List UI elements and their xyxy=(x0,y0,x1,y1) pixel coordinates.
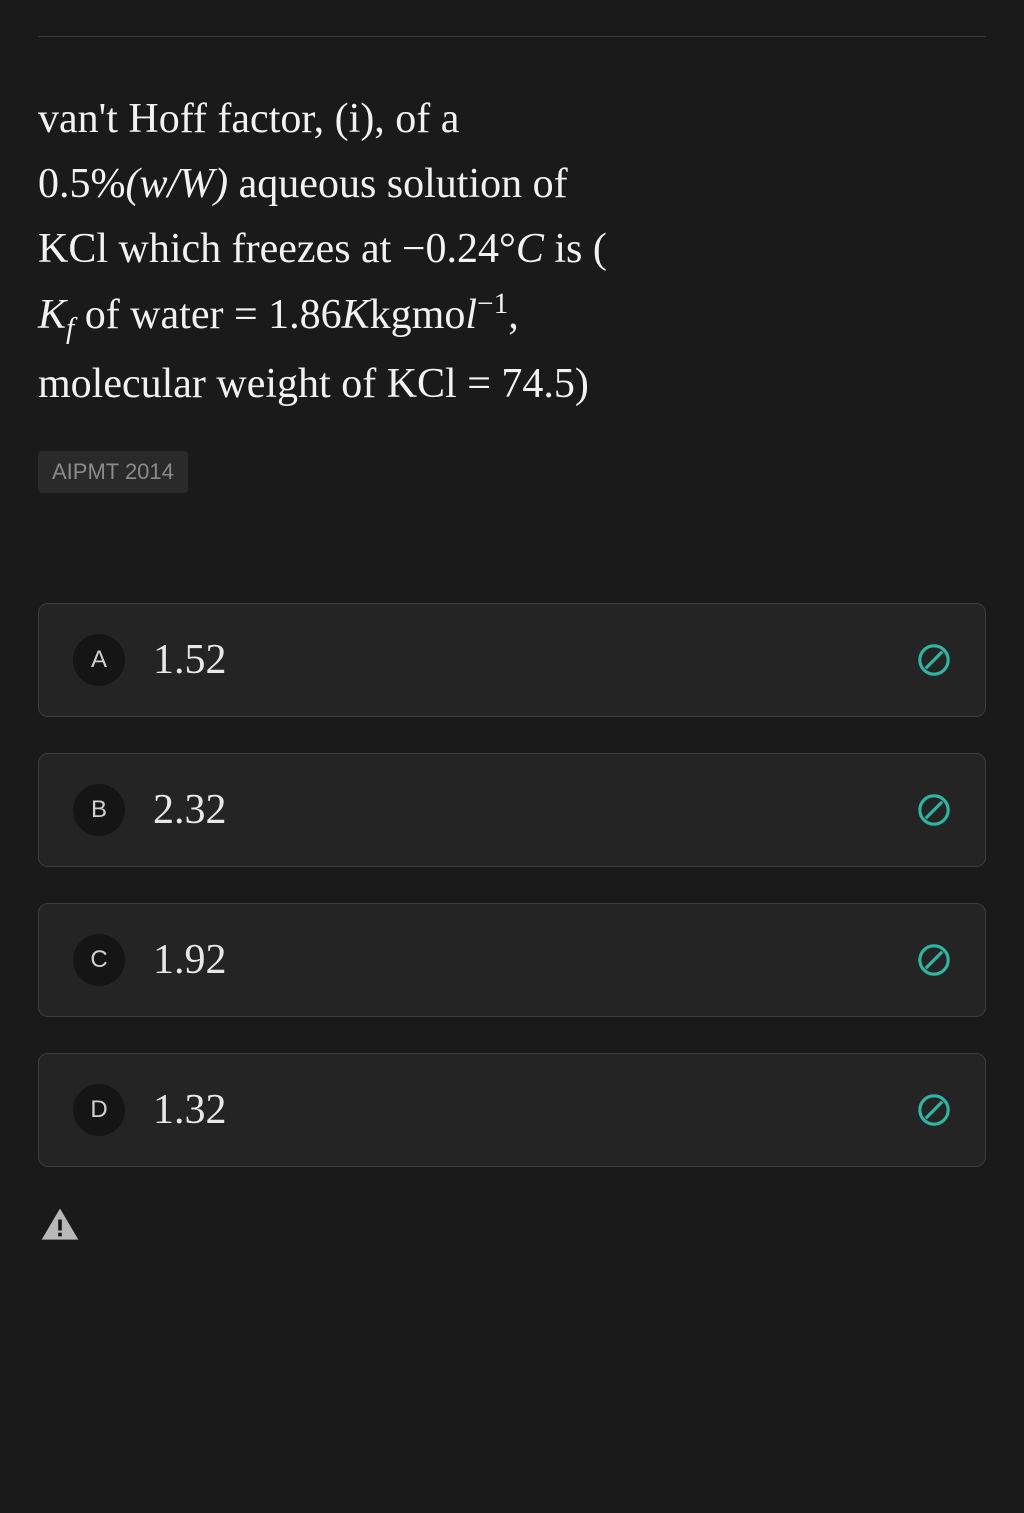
exam-tag: AIPMT 2014 xyxy=(38,451,188,493)
q-line4-sup: −1 xyxy=(477,288,508,320)
q-line3-tempvar: C xyxy=(516,226,544,272)
option-a-letter: A xyxy=(73,634,125,686)
option-b-value: 2.32 xyxy=(153,786,227,834)
prohibit-icon[interactable] xyxy=(917,643,951,677)
q-line5: molecular weight of KCl = 74.5) xyxy=(38,361,589,407)
option-b[interactable]: B 2.32 xyxy=(38,753,986,867)
top-divider xyxy=(38,36,986,37)
option-c-left: C 1.92 xyxy=(73,934,227,986)
q-line4-mid: of water = 1.86 xyxy=(74,292,341,338)
q-line2-ratio: (w/W) xyxy=(126,161,229,207)
option-c[interactable]: C 1.92 xyxy=(38,903,986,1017)
q-line4-sub: f xyxy=(66,313,74,345)
option-c-letter: C xyxy=(73,934,125,986)
q-line4-comma: , xyxy=(508,292,519,338)
q-line1: van't Hoff factor, (i), of a xyxy=(38,96,459,142)
option-a[interactable]: A 1.52 xyxy=(38,603,986,717)
warning-icon[interactable] xyxy=(38,1203,82,1247)
warning-row xyxy=(38,1203,986,1247)
q-line4-unit1: kgmo xyxy=(370,292,466,338)
q-line4-kvar: K xyxy=(342,292,370,338)
options-list: A 1.52 B 2.32 C 1.92 xyxy=(38,603,986,1167)
q-line3-prefix: KCl which freezes at xyxy=(38,226,402,272)
q-line3-temp: −0.24° xyxy=(402,226,516,272)
prohibit-icon[interactable] xyxy=(917,1093,951,1127)
option-b-left: B 2.32 xyxy=(73,784,227,836)
q-line4-lvar: l xyxy=(465,292,477,338)
q-line2-suffix: aqueous solution of xyxy=(228,161,567,207)
prohibit-icon[interactable] xyxy=(917,793,951,827)
option-d-value: 1.32 xyxy=(153,1086,227,1134)
option-a-value: 1.52 xyxy=(153,636,227,684)
option-d-left: D 1.32 xyxy=(73,1084,227,1136)
option-b-letter: B xyxy=(73,784,125,836)
q-line3-suffix: is ( xyxy=(544,226,607,272)
option-a-left: A 1.52 xyxy=(73,634,227,686)
prohibit-icon[interactable] xyxy=(917,943,951,977)
q-line4-kf: K xyxy=(38,292,66,338)
option-d[interactable]: D 1.32 xyxy=(38,1053,986,1167)
question-text: van't Hoff factor, (i), of a 0.5%(w/W) a… xyxy=(38,87,986,417)
option-d-letter: D xyxy=(73,1084,125,1136)
option-c-value: 1.92 xyxy=(153,936,227,984)
q-line2-percent: 0.5% xyxy=(38,161,126,207)
